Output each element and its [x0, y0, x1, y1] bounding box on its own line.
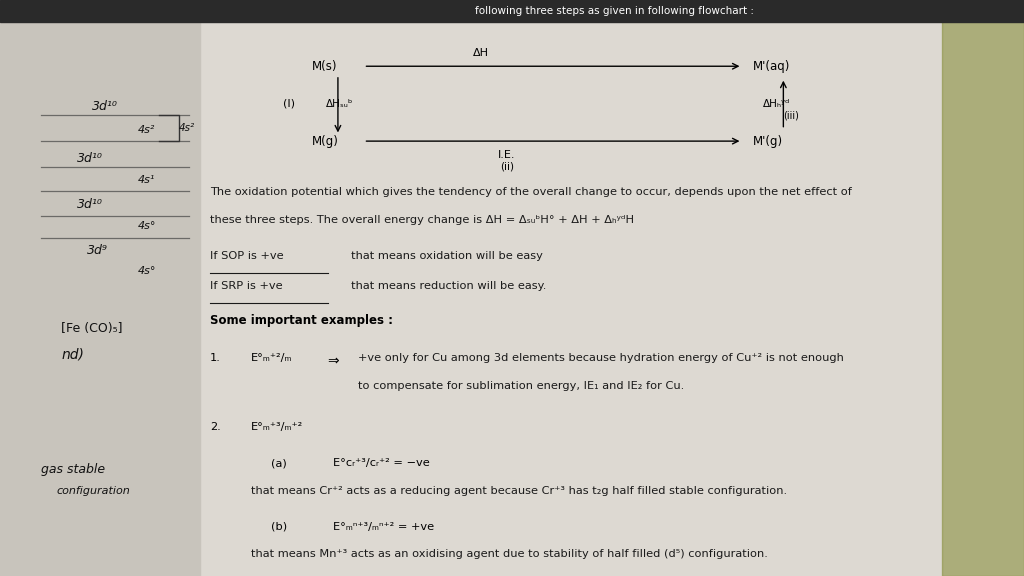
Text: that means Mn⁺³ acts as an oxidising agent due to stability of half filled (d⁵) : that means Mn⁺³ acts as an oxidising age… — [251, 550, 768, 559]
Text: that means reduction will be easy.: that means reduction will be easy. — [333, 281, 546, 291]
Text: that means oxidation will be easy: that means oxidation will be easy — [333, 251, 543, 261]
Text: 3d¹⁰: 3d¹⁰ — [77, 152, 102, 165]
Text: 3d¹⁰: 3d¹⁰ — [92, 100, 118, 113]
Text: 4s²: 4s² — [138, 124, 156, 135]
Text: (b): (b) — [271, 522, 288, 532]
Text: M(s): M(s) — [312, 60, 338, 73]
Text: M(g): M(g) — [312, 135, 339, 147]
Text: 3d⁹: 3d⁹ — [87, 244, 108, 257]
Text: 4s²: 4s² — [179, 123, 196, 133]
Text: ΔHₛᵤᵇ: ΔHₛᵤᵇ — [326, 98, 353, 109]
Text: E°ᴄᵣ⁺³/ᴄᵣ⁺² = −ve: E°ᴄᵣ⁺³/ᴄᵣ⁺² = −ve — [333, 458, 429, 468]
Text: gas stable: gas stable — [41, 463, 105, 476]
Bar — [0, 0, 200, 576]
Text: 4s°: 4s° — [138, 266, 157, 276]
Text: that means Cr⁺² acts as a reducing agent because Cr⁺³ has t₂g half filled stable: that means Cr⁺² acts as a reducing agent… — [251, 486, 787, 496]
Text: (ii): (ii) — [500, 161, 514, 171]
Text: The oxidation potential which gives the tendency of the overall change to occur,: The oxidation potential which gives the … — [210, 187, 852, 197]
Text: [Fe (CO)₅]: [Fe (CO)₅] — [61, 322, 123, 335]
Text: E°ₘ⁺³/ₘ⁺²: E°ₘ⁺³/ₘ⁺² — [251, 422, 303, 432]
Text: ⇒: ⇒ — [328, 353, 339, 367]
Text: E°ₘⁿ⁺³/ₘⁿ⁺² = +ve: E°ₘⁿ⁺³/ₘⁿ⁺² = +ve — [333, 522, 434, 532]
Text: +ve only for Cu among 3d elements because hydration energy of Cu⁺² is not enough: +ve only for Cu among 3d elements becaus… — [358, 353, 844, 363]
Text: (a): (a) — [271, 458, 287, 468]
Bar — [942, 0, 1024, 576]
Text: E°ₘ⁺²/ₘ: E°ₘ⁺²/ₘ — [251, 353, 293, 363]
Text: (iii): (iii) — [783, 110, 800, 120]
Text: ΔHₕʸᵈ: ΔHₕʸᵈ — [763, 98, 791, 109]
Text: M'(aq): M'(aq) — [753, 60, 790, 73]
Text: (I): (I) — [283, 98, 295, 109]
Text: Some important examples :: Some important examples : — [210, 314, 393, 327]
Text: If SRP is +ve: If SRP is +ve — [210, 281, 283, 291]
Text: If SOP is +ve: If SOP is +ve — [210, 251, 284, 261]
Text: 2.: 2. — [210, 422, 220, 432]
Text: M'(g): M'(g) — [753, 135, 782, 147]
Text: following three steps as given in following flowchart :: following three steps as given in follow… — [475, 6, 754, 16]
Text: ΔH: ΔH — [473, 48, 489, 58]
Text: 1.: 1. — [210, 353, 221, 363]
Text: nd): nd) — [61, 347, 84, 361]
Text: configuration: configuration — [56, 486, 130, 496]
Text: these three steps. The overall energy change is ΔH = ΔₛᵤᵇH° + ΔH + ΔₕʸᵈH: these three steps. The overall energy ch… — [210, 215, 634, 225]
Text: 4s¹: 4s¹ — [138, 175, 156, 185]
Text: to compensate for sublimation energy, IE₁ and IE₂ for Cu.: to compensate for sublimation energy, IE… — [358, 381, 685, 391]
Text: 4s°: 4s° — [138, 221, 157, 231]
Bar — [0, 0, 1024, 22]
Text: 3d¹⁰: 3d¹⁰ — [77, 198, 102, 211]
Bar — [200, 0, 1024, 576]
Text: I.E.: I.E. — [498, 150, 516, 160]
